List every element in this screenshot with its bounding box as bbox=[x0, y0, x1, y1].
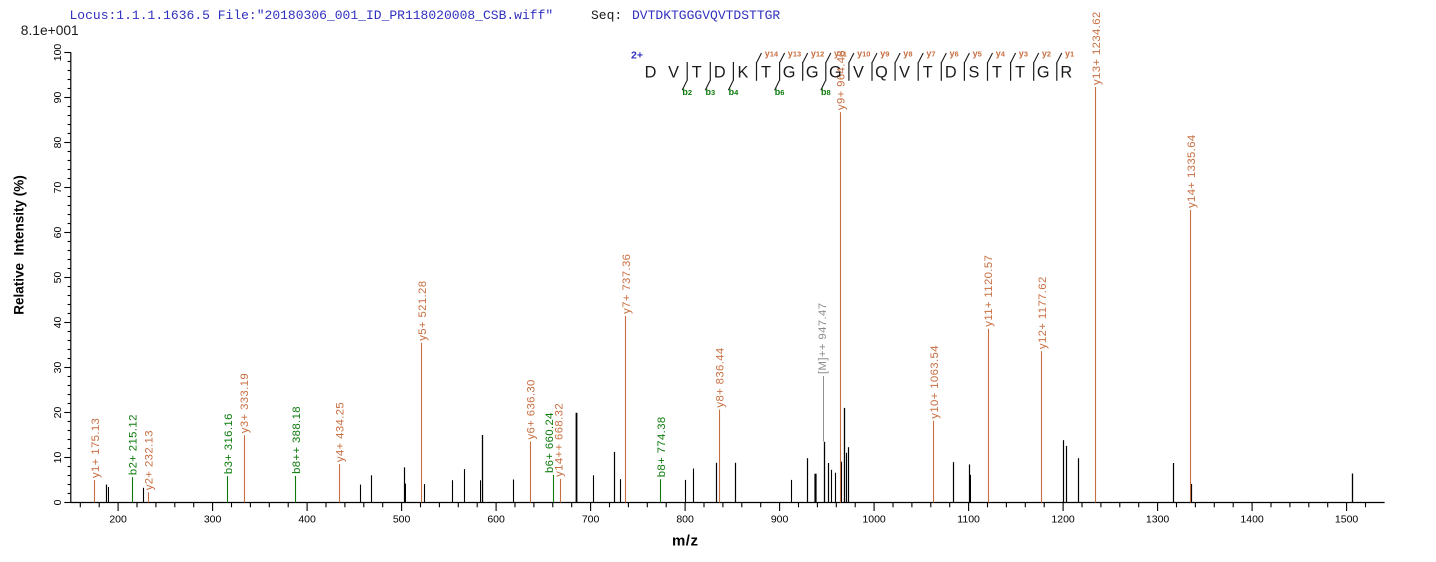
svg-text:y7+ 737.36: y7+ 737.36 bbox=[621, 254, 633, 314]
svg-text:1300: 1300 bbox=[1146, 513, 1170, 525]
svg-text:b6+ 660.24: b6+ 660.24 bbox=[544, 412, 556, 473]
svg-text:y10: y10 bbox=[857, 49, 870, 59]
svg-text:y14: y14 bbox=[765, 49, 779, 59]
svg-text:b3+ 316.16: b3+ 316.16 bbox=[223, 413, 235, 474]
svg-text:y12+ 1177.62: y12+ 1177.62 bbox=[1037, 276, 1049, 349]
svg-text:[M]++ 947.47: [M]++ 947.47 bbox=[817, 303, 829, 374]
svg-text:y1+ 175.13: y1+ 175.13 bbox=[90, 418, 102, 478]
svg-text:y3: y3 bbox=[1019, 49, 1028, 59]
svg-text:y2: y2 bbox=[1042, 49, 1051, 59]
svg-text:Locus:1.1.1.1636.5 File:"20180: Locus:1.1.1.1636.5 File:"20180306_001_ID… bbox=[70, 8, 554, 23]
svg-text:y4+ 434.25: y4+ 434.25 bbox=[335, 402, 347, 462]
svg-text:1100: 1100 bbox=[957, 513, 980, 525]
svg-text:700: 700 bbox=[582, 513, 600, 525]
svg-text:50: 50 bbox=[52, 272, 64, 284]
svg-text:T: T bbox=[761, 64, 771, 82]
svg-text:y13: y13 bbox=[788, 49, 801, 59]
svg-text:60: 60 bbox=[52, 227, 64, 239]
svg-text:V: V bbox=[899, 64, 910, 82]
svg-text:y13+ 1234.62: y13+ 1234.62 bbox=[1091, 11, 1103, 85]
svg-text:y3+ 333.19: y3+ 333.19 bbox=[239, 373, 251, 433]
svg-text:T: T bbox=[923, 64, 933, 82]
svg-text:T: T bbox=[692, 64, 702, 82]
svg-text:y9: y9 bbox=[880, 49, 889, 59]
svg-text:800: 800 bbox=[676, 513, 694, 525]
svg-text:200: 200 bbox=[109, 513, 127, 525]
svg-text:D: D bbox=[645, 64, 657, 82]
svg-text:R: R bbox=[1060, 64, 1072, 82]
svg-text:y9+ 964.48: y9+ 964.48 bbox=[836, 50, 848, 110]
svg-text:100: 100 bbox=[52, 44, 64, 62]
svg-text:G: G bbox=[829, 64, 842, 82]
svg-text:b8++ 388.18: b8++ 388.18 bbox=[291, 406, 303, 474]
svg-text:Seq:: Seq: bbox=[591, 8, 622, 23]
svg-text:1000: 1000 bbox=[862, 513, 886, 525]
svg-text:DVTDKTGGGVQVTDSTTGR: DVTDKTGGGVQVTDSTTGR bbox=[632, 8, 780, 23]
svg-text:y12: y12 bbox=[811, 49, 824, 59]
svg-text:2+: 2+ bbox=[631, 50, 643, 62]
svg-text:10: 10 bbox=[52, 452, 64, 464]
svg-text:500: 500 bbox=[393, 513, 411, 525]
svg-text:70: 70 bbox=[52, 182, 64, 194]
svg-text:y14++ 668.32: y14++ 668.32 bbox=[553, 403, 565, 477]
svg-text:Relative Intensity (%): Relative Intensity (%) bbox=[11, 175, 26, 315]
svg-text:G: G bbox=[1037, 64, 1050, 82]
svg-text:y8: y8 bbox=[903, 49, 912, 59]
svg-text:y10+ 1063.54: y10+ 1063.54 bbox=[929, 345, 941, 419]
svg-text:400: 400 bbox=[298, 513, 316, 525]
svg-text:y2+ 232.13: y2+ 232.13 bbox=[144, 430, 156, 490]
svg-text:Q: Q bbox=[875, 64, 888, 82]
svg-text:D: D bbox=[714, 64, 726, 82]
svg-text:20: 20 bbox=[52, 407, 64, 419]
svg-text:y4: y4 bbox=[996, 49, 1006, 59]
svg-text:y1: y1 bbox=[1065, 49, 1074, 59]
svg-text:0: 0 bbox=[52, 499, 64, 505]
svg-text:y11+ 1120.57: y11+ 1120.57 bbox=[983, 255, 995, 327]
svg-text:V: V bbox=[853, 64, 864, 82]
svg-text:300: 300 bbox=[204, 513, 222, 525]
svg-text:900: 900 bbox=[771, 513, 789, 525]
svg-text:90: 90 bbox=[52, 92, 64, 104]
svg-text:b8: b8 bbox=[821, 87, 831, 97]
svg-text:y6+ 636.30: y6+ 636.30 bbox=[526, 379, 538, 439]
svg-text:G: G bbox=[806, 64, 819, 82]
svg-text:y14+ 1335.64: y14+ 1335.64 bbox=[1186, 134, 1198, 208]
svg-text:S: S bbox=[968, 64, 979, 82]
svg-text:1500: 1500 bbox=[1335, 513, 1359, 525]
svg-text:1400: 1400 bbox=[1240, 513, 1264, 525]
svg-text:600: 600 bbox=[487, 513, 505, 525]
svg-text:y5+ 521.28: y5+ 521.28 bbox=[417, 281, 429, 341]
svg-text:30: 30 bbox=[52, 362, 64, 374]
svg-text:T: T bbox=[992, 64, 1002, 82]
svg-text:y6: y6 bbox=[950, 49, 959, 59]
svg-text:y8+ 836.44: y8+ 836.44 bbox=[715, 347, 727, 407]
svg-text:D: D bbox=[945, 64, 957, 82]
svg-text:80: 80 bbox=[52, 137, 64, 149]
svg-text:b2+ 215.12: b2+ 215.12 bbox=[128, 414, 140, 475]
svg-text:40: 40 bbox=[52, 317, 64, 329]
svg-text:b4: b4 bbox=[729, 87, 740, 97]
svg-text:V: V bbox=[668, 64, 679, 82]
svg-text:y7: y7 bbox=[926, 49, 935, 59]
svg-text:m/z: m/z bbox=[672, 532, 699, 549]
svg-text:y11: y11 bbox=[834, 49, 847, 59]
svg-text:b6: b6 bbox=[775, 87, 785, 97]
svg-text:G: G bbox=[783, 64, 796, 82]
svg-text:K: K bbox=[737, 64, 748, 82]
svg-text:b3: b3 bbox=[706, 87, 716, 97]
svg-text:1200: 1200 bbox=[1051, 513, 1075, 525]
svg-text:b2: b2 bbox=[682, 87, 692, 97]
svg-text:y5: y5 bbox=[973, 49, 982, 59]
svg-text:T: T bbox=[1015, 64, 1025, 82]
svg-text:8.1e+001: 8.1e+001 bbox=[21, 23, 79, 38]
svg-text:b8+ 774.38: b8+ 774.38 bbox=[656, 416, 668, 477]
